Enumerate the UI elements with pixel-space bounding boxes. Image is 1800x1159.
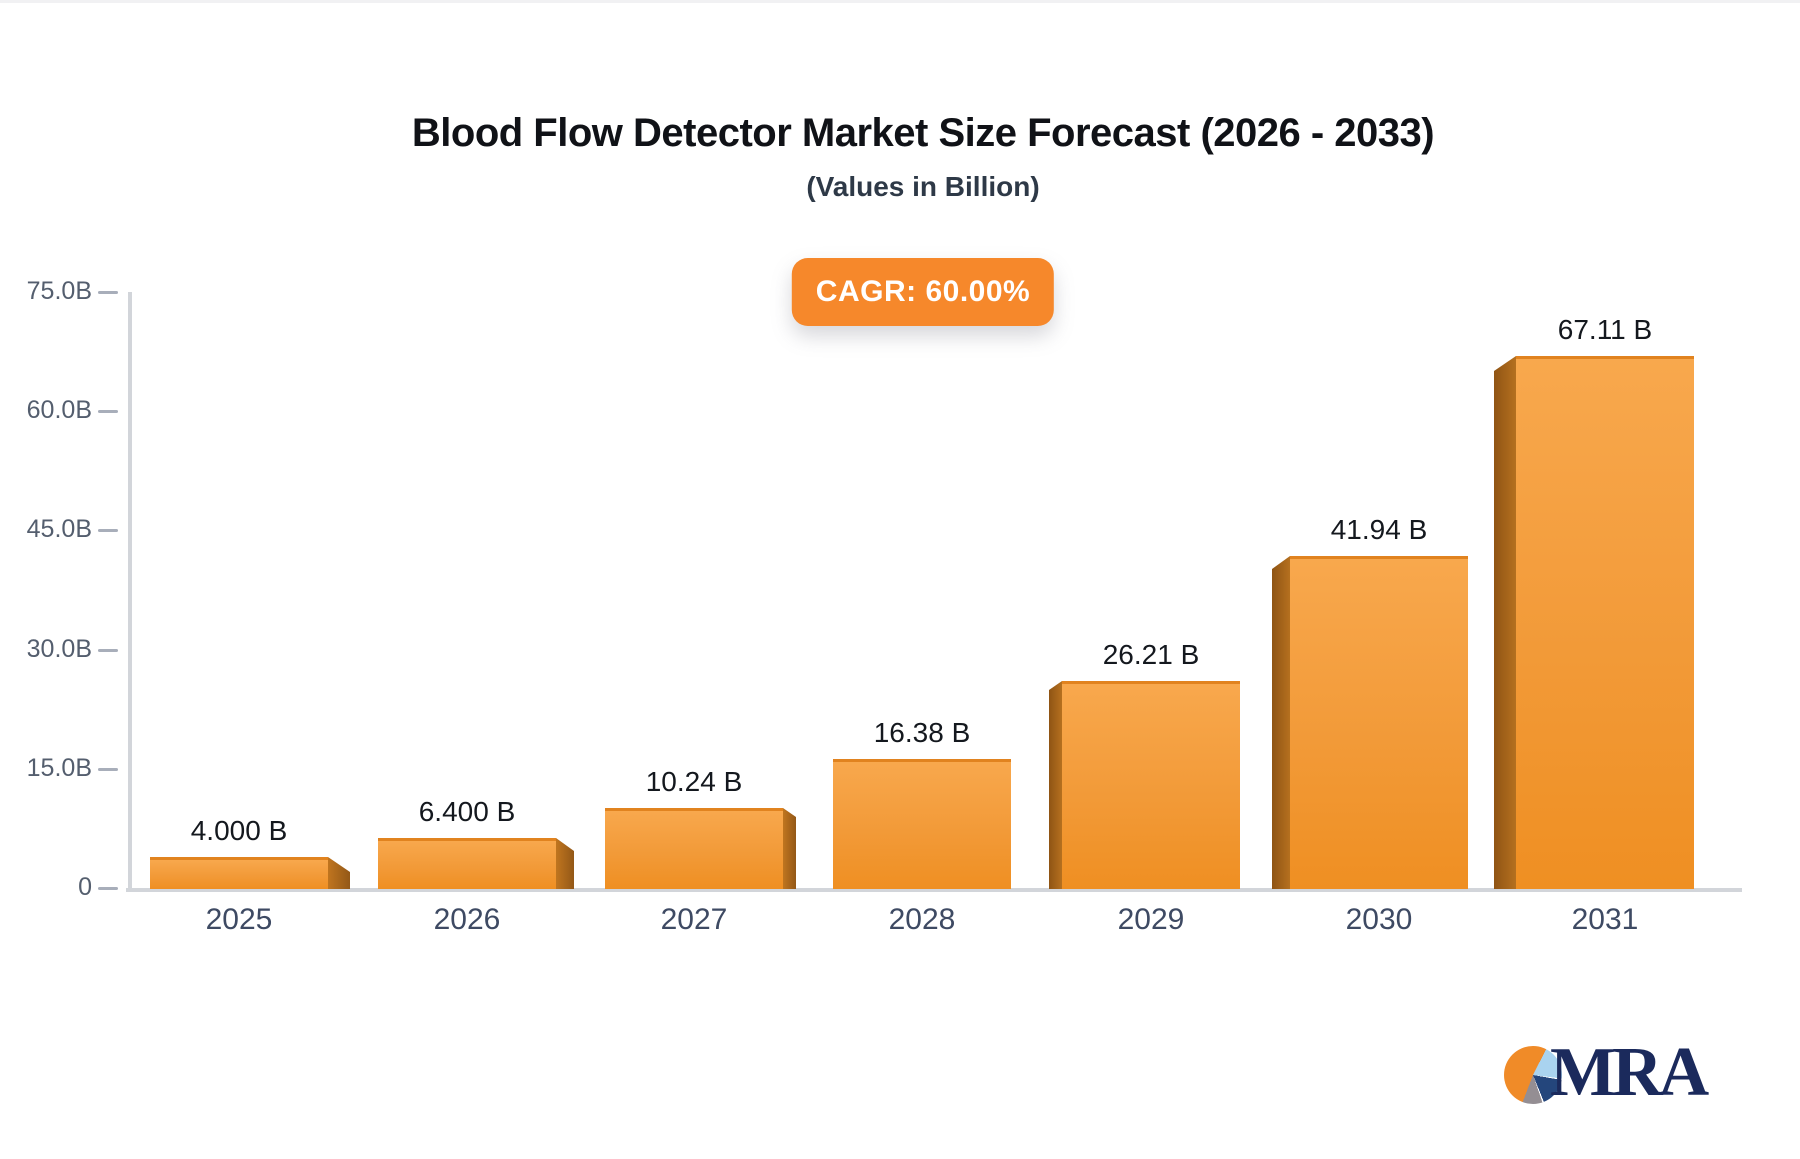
brand-logo: MRA	[1500, 1029, 1710, 1111]
x-category-label: 2030	[1345, 903, 1413, 936]
bar	[150, 857, 328, 889]
y-tick-label: 60.0B	[26, 396, 92, 425]
bar	[378, 838, 556, 889]
bar	[605, 808, 783, 889]
y-tick-label: 45.0B	[26, 515, 92, 544]
bar-side-face	[1049, 681, 1062, 889]
bar-value-label: 41.94 B	[1330, 514, 1428, 545]
logo-text: MRA	[1550, 1034, 1709, 1111]
bar-value-label: 6.400 B	[418, 796, 516, 827]
x-category-label: 2025	[205, 903, 273, 936]
x-category-label: 2029	[1117, 903, 1185, 936]
bar-value-label: 16.38 B	[873, 717, 971, 748]
bar	[1516, 356, 1694, 889]
y-tick-label: 0	[78, 873, 92, 901]
logo-pie-icon	[1504, 1046, 1562, 1104]
chart-subtitle: (Values in Billion)	[806, 171, 1040, 202]
bar	[833, 759, 1011, 889]
x-category-label: 2026	[433, 903, 501, 936]
cagr-badge: CAGR: 60.00%	[791, 258, 1055, 326]
chart-title: Blood Flow Detector Market Size Forecast…	[411, 111, 1435, 155]
y-tick-label: 75.0B	[26, 277, 92, 305]
x-axis-line	[126, 888, 1742, 892]
bar-value-label: 4.000 B	[190, 815, 288, 846]
y-tick-label: 30.0B	[26, 634, 92, 663]
bar-value-label: 67.11 B	[1557, 314, 1653, 345]
bar-side-face	[1272, 556, 1290, 889]
x-category-label: 2028	[888, 903, 956, 936]
bar-chart: 0 15.0B 30.0B 45.0B 60.0B 75.0B 4.000 B 2025 6.4…	[0, 3, 1800, 1159]
bar	[1290, 556, 1468, 889]
y-axis-line	[128, 292, 132, 889]
bar-value-label: 10.24 B	[645, 766, 743, 797]
bar-side-face	[328, 857, 350, 889]
bar	[1062, 681, 1240, 889]
y-tick-label: 15.0B	[26, 753, 92, 782]
bar-side-face	[556, 838, 574, 889]
y-tick-dash	[98, 529, 118, 533]
y-tick-dash	[98, 291, 118, 294]
y-tick-dash	[98, 648, 118, 652]
y-tick-dash	[98, 767, 118, 771]
x-category-label: 2031	[1571, 903, 1639, 936]
bar-side-face	[1494, 356, 1516, 889]
x-category-label: 2027	[660, 903, 728, 936]
bar-value-label: 26.21 B	[1102, 639, 1200, 670]
bar-side-face	[783, 808, 796, 889]
y-tick-dash	[98, 887, 118, 890]
y-tick-dash	[98, 410, 118, 414]
